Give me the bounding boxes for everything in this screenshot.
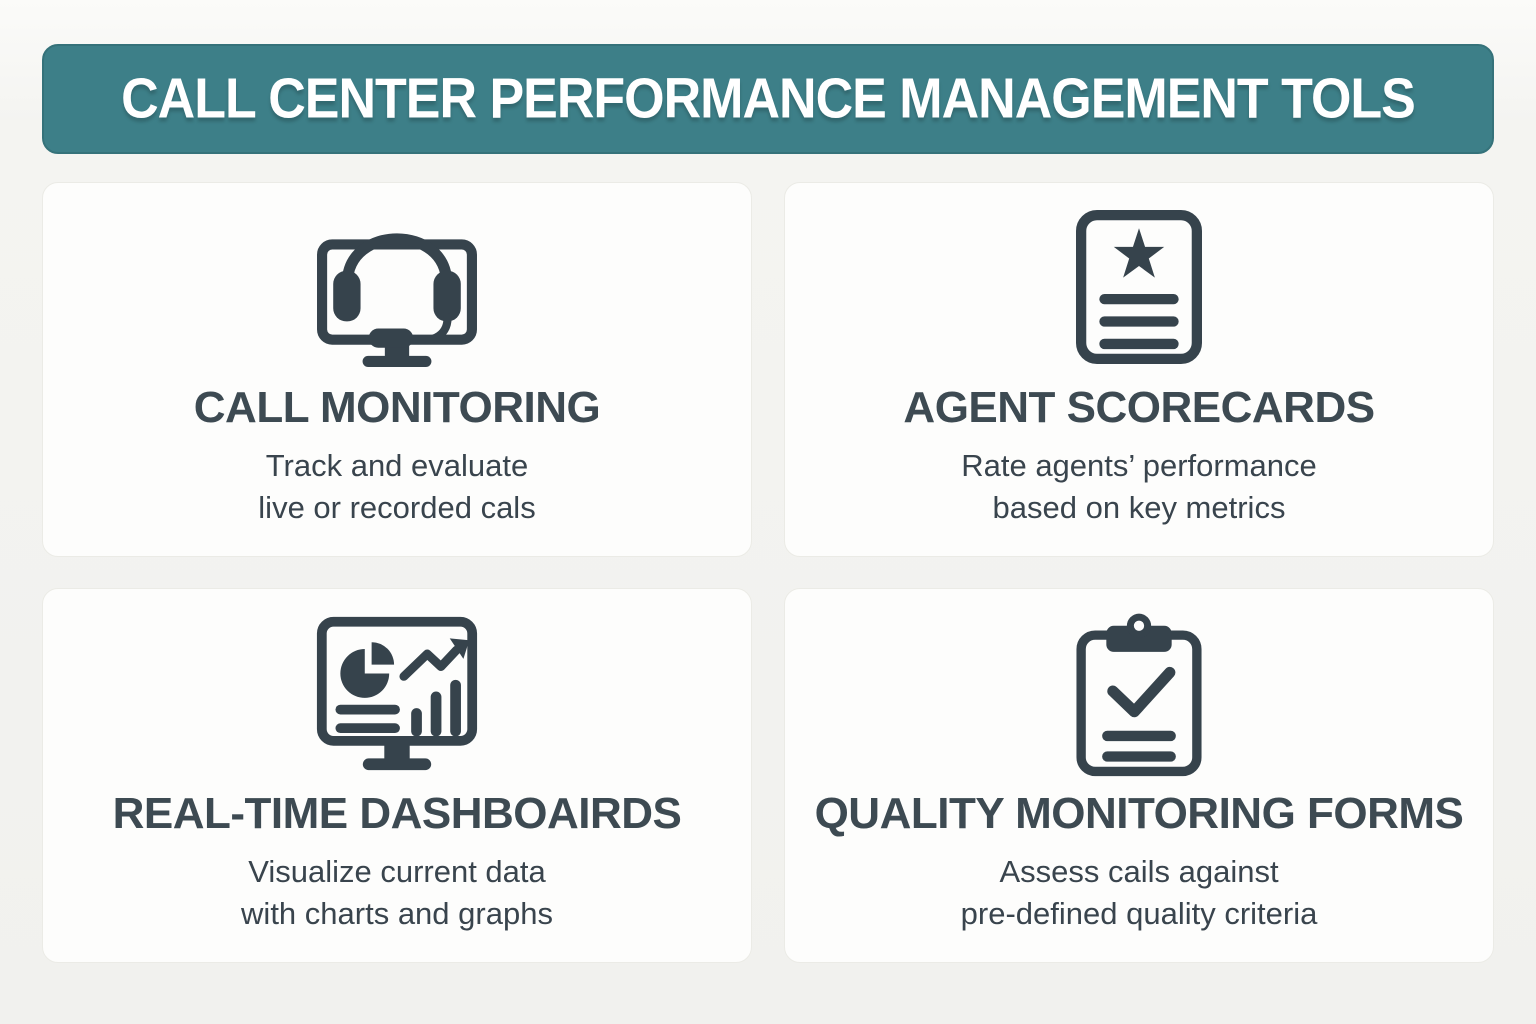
card-real-time-dashboards: REAL-TIME DASHBOAIRDS Visualize current … — [42, 588, 752, 963]
dashboard-monitor-icon — [305, 609, 489, 777]
page-title: CALL CENTER PERFORMANCE MANAGEMENT TOLS — [121, 67, 1416, 131]
card-quality-monitoring-forms: QUALITY MONITORING FORMS Assess cails ag… — [784, 588, 1494, 963]
card-call-monitoring: CALL MONITORING Track and evaluate live … — [42, 182, 752, 557]
card-description-line2: based on key metrics — [992, 490, 1286, 525]
card-title: AGENT SCORECARDS — [903, 383, 1375, 432]
card-title: CALL MONITORING — [193, 383, 601, 432]
card-description-line2: pre-defined quality criteria — [960, 896, 1318, 931]
card-title: QUALITY MONITORING FORMS — [814, 789, 1464, 838]
card-description-line1: Rate agents’ performance — [961, 448, 1317, 483]
card-description-line1: Assess cails against — [999, 854, 1279, 889]
card-description: Track and evaluate live or recorded cals — [258, 445, 535, 529]
card-description-line2: live or recorded cals — [258, 490, 536, 525]
cards-grid: CALL MONITORING Track and evaluate live … — [42, 182, 1494, 963]
header-banner: CALL CENTER PERFORMANCE MANAGEMENT TOLS — [42, 44, 1494, 154]
card-description: Rate agents’ performance based on key me… — [961, 445, 1317, 529]
star-document-icon — [1069, 203, 1209, 371]
card-title: REAL-TIME DASHBOAIRDS — [112, 789, 682, 838]
card-description-line1: Visualize current data — [248, 854, 546, 889]
card-description-line2: with charts and graphs — [241, 896, 553, 931]
card-description: Assess cails against pre-defined quality… — [961, 851, 1318, 935]
card-description-line1: Track and evaluate — [265, 448, 529, 483]
card-agent-scorecards: AGENT SCORECARDS Rate agents’ performanc… — [784, 182, 1494, 557]
card-description: Visualize current data with charts and g… — [241, 851, 553, 935]
monitor-headset-icon — [299, 203, 495, 371]
clipboard-check-icon — [1064, 609, 1214, 777]
